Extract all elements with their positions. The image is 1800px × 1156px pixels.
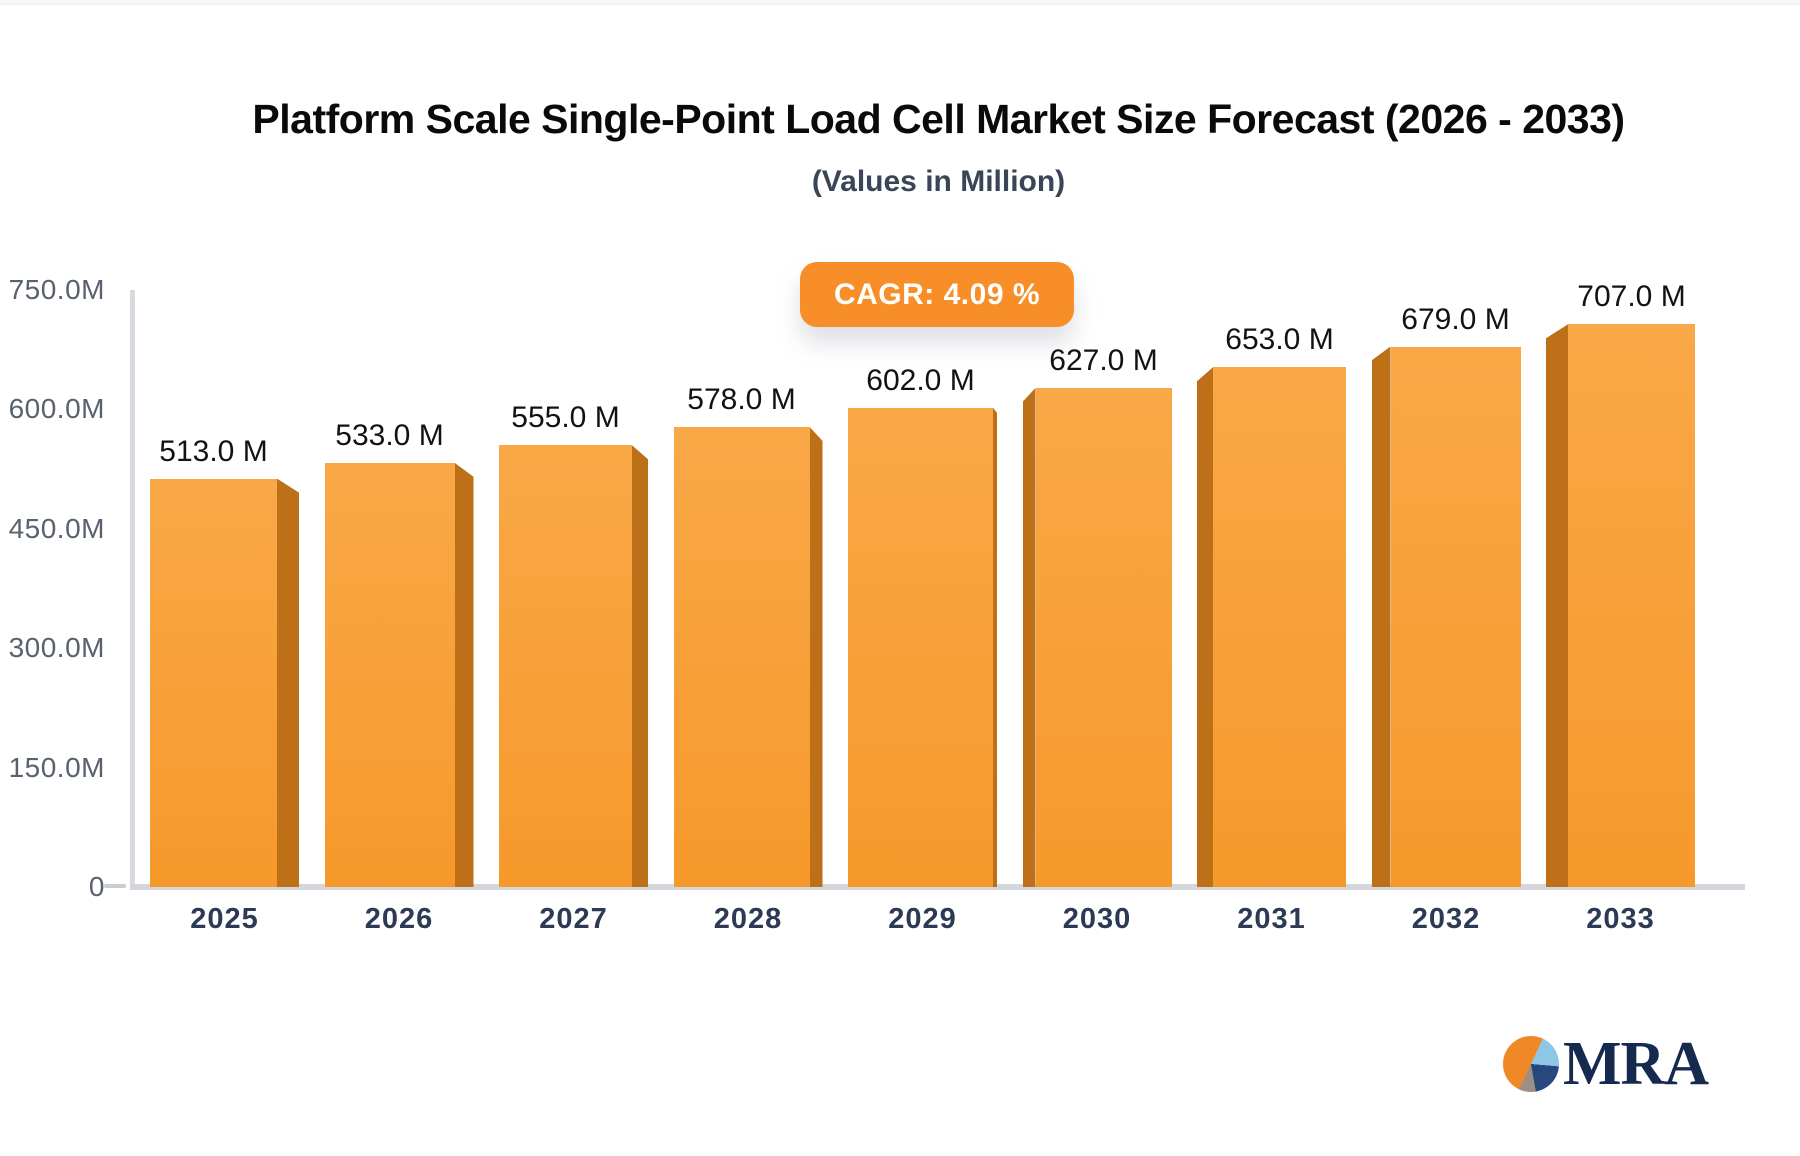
bar-2033	[1546, 324, 1695, 887]
bar-side-3d	[632, 445, 648, 887]
y-tick-label-750.0M: 750.0M	[8, 274, 105, 305]
bar-2028	[673, 426, 823, 887]
x-label-2033: 2033	[1586, 903, 1655, 935]
logo-text: MRA	[1563, 1030, 1709, 1098]
bar-face	[1568, 324, 1695, 887]
y-tick-label-150.0M: 150.0M	[8, 751, 105, 783]
chart-header: Platform Scale Single-Point Load Cell Ma…	[132, 96, 1745, 199]
zero-tick-mark	[104, 884, 126, 888]
bar-side-3d	[1022, 387, 1036, 887]
x-label-2031: 2031	[1237, 903, 1306, 935]
bar-face	[324, 462, 455, 887]
bar-2032	[1371, 346, 1521, 887]
bar-value-label-2029: 602.0 M	[866, 363, 975, 397]
bar-2025	[150, 478, 299, 887]
x-label-2028: 2028	[713, 903, 783, 935]
bar-value-label-2026: 533.0 M	[335, 418, 444, 452]
x-label-2032: 2032	[1411, 903, 1481, 935]
x-label-2027: 2027	[539, 903, 608, 935]
y-tick-label-300.0M: 300.0M	[8, 632, 105, 664]
cagr-badge: CAGR: 4.09 %	[799, 262, 1075, 327]
x-label-2026: 2026	[364, 903, 434, 935]
bar-2031	[1197, 367, 1346, 887]
bar-value-label-2033: 707.0 M	[1577, 280, 1686, 314]
top-edge-strip	[0, 0, 1800, 5]
bar-face	[499, 445, 632, 887]
y-axis-line	[130, 290, 135, 887]
bar-face	[1390, 346, 1521, 887]
y-tick-label-0: 0	[88, 871, 105, 902]
bar-value-label-2032: 679.0 M	[1401, 302, 1510, 336]
bar-2026	[324, 462, 474, 887]
bar-value-label-2027: 555.0 M	[511, 401, 620, 435]
bar-value-label-2030: 627.0 M	[1049, 343, 1158, 377]
bar-face	[1213, 367, 1346, 887]
bar-value-label-2028: 578.0 M	[687, 382, 796, 416]
cagr-badge-label: CAGR: 4.09 %	[833, 277, 1041, 311]
pie-chart-logo-icon	[1503, 1036, 1559, 1092]
mra-logo: MRA	[1503, 1030, 1709, 1098]
bar-2027	[499, 445, 648, 887]
bar-value-label-2031: 653.0 M	[1225, 323, 1334, 357]
chart-subtitle: (Values in Million)	[811, 165, 1066, 198]
x-label-2030: 2030	[1062, 903, 1132, 935]
bar-side-3d	[454, 462, 474, 887]
bar-side-3d	[809, 426, 823, 887]
y-tick-label-600.0M: 600.0M	[8, 393, 105, 425]
bar-face	[848, 407, 993, 887]
bar-side-3d	[1546, 324, 1568, 887]
bar-2030	[1022, 387, 1172, 887]
x-label-2025: 2025	[190, 903, 259, 935]
bar-face	[1035, 387, 1172, 887]
bar-side-3d	[1371, 346, 1391, 887]
bar-side-3d	[1197, 367, 1213, 887]
bar-face	[673, 426, 810, 887]
y-tick-label-450.0M: 450.0M	[8, 512, 105, 544]
bar-face	[150, 478, 277, 887]
bar-side-3d	[277, 478, 299, 887]
x-axis-baseline	[130, 884, 1745, 890]
bar-value-label-2025: 513.0 M	[159, 434, 268, 468]
x-label-2029: 2029	[888, 903, 957, 935]
bar-side-3d	[993, 407, 997, 887]
chart-title: Platform Scale Single-Point Load Cell Ma…	[252, 96, 1625, 142]
bar-2029	[848, 407, 997, 887]
